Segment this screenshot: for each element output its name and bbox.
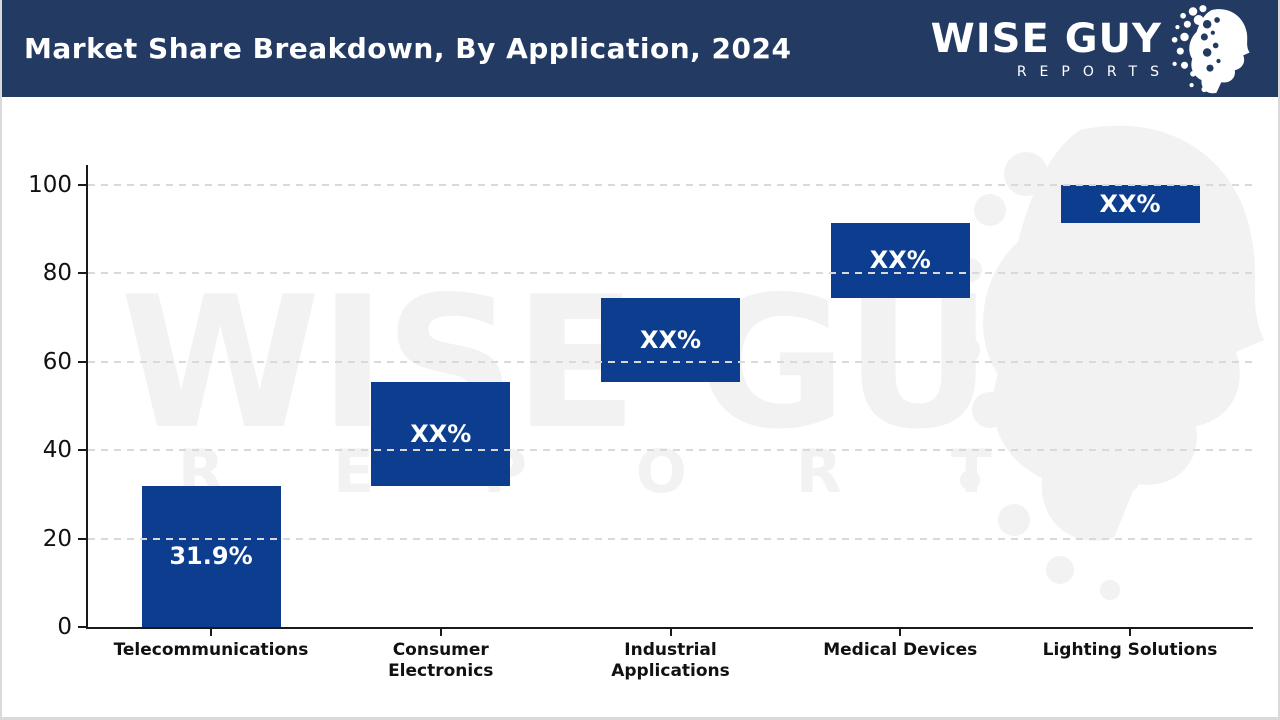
y-tick-label: 0 bbox=[57, 614, 72, 640]
y-tick-100 bbox=[78, 184, 87, 186]
y-tick-label: 80 bbox=[42, 260, 72, 287]
x-category-label: Medical Devices bbox=[823, 640, 978, 660]
gridline-60 bbox=[88, 360, 1253, 363]
bar-segment: XX% bbox=[601, 297, 740, 382]
y-tick-label: 20 bbox=[42, 525, 72, 552]
y-tick-label: 60 bbox=[42, 348, 72, 375]
y-tick-label: 40 bbox=[42, 437, 72, 464]
logo-wordmark: WISE GUY bbox=[930, 15, 1162, 62]
gridline-40 bbox=[88, 449, 1253, 452]
logo-face-icon bbox=[1171, 4, 1250, 93]
x-tick bbox=[669, 628, 672, 636]
bar-value-label: XX% bbox=[869, 246, 931, 275]
logo-text: WISE GUY REPORTS bbox=[931, 19, 1162, 79]
gridline-80 bbox=[88, 272, 1253, 275]
logo-subtext: REPORTS bbox=[1016, 63, 1172, 80]
gridline-100 bbox=[88, 184, 1253, 186]
bar-value-label: XX% bbox=[410, 419, 472, 448]
bar-segment: XX% bbox=[371, 381, 511, 486]
wise-guy-logo: WISE GUY REPORTS bbox=[931, 3, 1256, 95]
page-title: Market Share Breakdown, By Application, … bbox=[24, 32, 792, 65]
watermark-subtext: R E P O R T S bbox=[178, 437, 1188, 507]
x-tick bbox=[899, 628, 902, 636]
bar-segment: XX% bbox=[1060, 185, 1200, 223]
y-tick-20 bbox=[78, 537, 87, 540]
x-category-label: Consumer Electronics bbox=[388, 640, 494, 682]
x-axis-line bbox=[86, 627, 1253, 629]
header-bar: Market Share Breakdown, By Application, … bbox=[0, 0, 1280, 97]
x-category-label: Lighting Solutions bbox=[1042, 640, 1218, 660]
bar-segment: XX% bbox=[830, 222, 970, 298]
y-tick-60 bbox=[78, 360, 87, 363]
y-axis-line bbox=[86, 165, 88, 629]
x-category-label: Industrial Applications bbox=[611, 640, 730, 682]
bar-segment: 31.9% bbox=[141, 486, 281, 627]
x-tick bbox=[1129, 628, 1131, 636]
bar-value-label: XX% bbox=[639, 325, 702, 354]
y-tick-40 bbox=[78, 449, 87, 452]
y-tick-80 bbox=[78, 272, 87, 275]
y-tick-0 bbox=[78, 626, 87, 628]
y-tick-label: 100 bbox=[28, 172, 72, 198]
bar-value-label: 31.9% bbox=[169, 542, 253, 571]
gridline-20 bbox=[88, 537, 1253, 540]
bar-value-label: XX% bbox=[1099, 189, 1161, 218]
x-tick bbox=[439, 628, 442, 636]
x-tick bbox=[210, 628, 212, 636]
x-category-label: Telecommunications bbox=[113, 640, 309, 660]
